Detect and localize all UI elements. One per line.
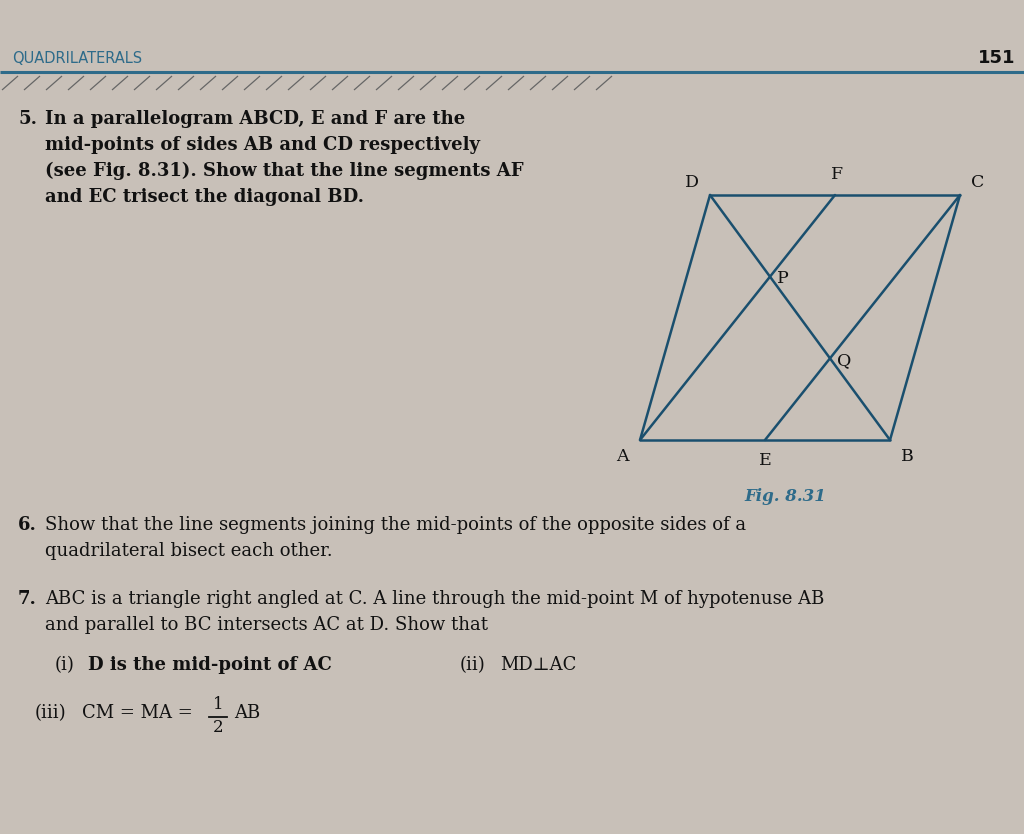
Text: P: P [777,270,788,287]
Text: (see Fig. 8.31). Show that the line segments AF: (see Fig. 8.31). Show that the line segm… [45,162,523,180]
Text: In a parallelogram ABCD, E and F are the: In a parallelogram ABCD, E and F are the [45,110,465,128]
Text: E: E [759,452,771,469]
Text: (ii): (ii) [460,656,485,674]
Text: D is the mid-point of AC: D is the mid-point of AC [88,656,332,674]
Text: AB: AB [234,704,260,722]
Text: Show that the line segments joining the mid-points of the opposite sides of a: Show that the line segments joining the … [45,516,746,534]
Text: Q: Q [837,352,851,369]
Text: and parallel to BC intersects AC at D. Show that: and parallel to BC intersects AC at D. S… [45,616,488,634]
Text: (iii): (iii) [35,704,67,722]
Text: CM = MA =: CM = MA = [82,704,199,722]
Text: (i): (i) [55,656,75,674]
Text: 6.: 6. [18,516,37,534]
Text: B: B [901,448,913,465]
Text: Fig. 8.31: Fig. 8.31 [744,488,826,505]
Text: MD⊥AC: MD⊥AC [500,656,577,674]
Text: QUADRILATERALS: QUADRILATERALS [12,51,142,66]
Text: A: A [616,448,629,465]
Text: quadrilateral bisect each other.: quadrilateral bisect each other. [45,542,333,560]
Text: C: C [971,174,984,191]
Text: D: D [685,174,699,191]
Text: 2: 2 [213,719,223,736]
Text: 151: 151 [978,49,1015,67]
Text: 7.: 7. [18,590,37,608]
Text: ABC is a triangle right angled at C. A line through the mid-point M of hypotenus: ABC is a triangle right angled at C. A l… [45,590,824,608]
Text: F: F [830,166,843,183]
Text: 5.: 5. [18,110,37,128]
Text: 1: 1 [213,696,223,713]
Text: and EC trisect the diagonal BD.: and EC trisect the diagonal BD. [45,188,364,206]
Text: mid-points of sides AB and CD respectively: mid-points of sides AB and CD respective… [45,136,480,154]
